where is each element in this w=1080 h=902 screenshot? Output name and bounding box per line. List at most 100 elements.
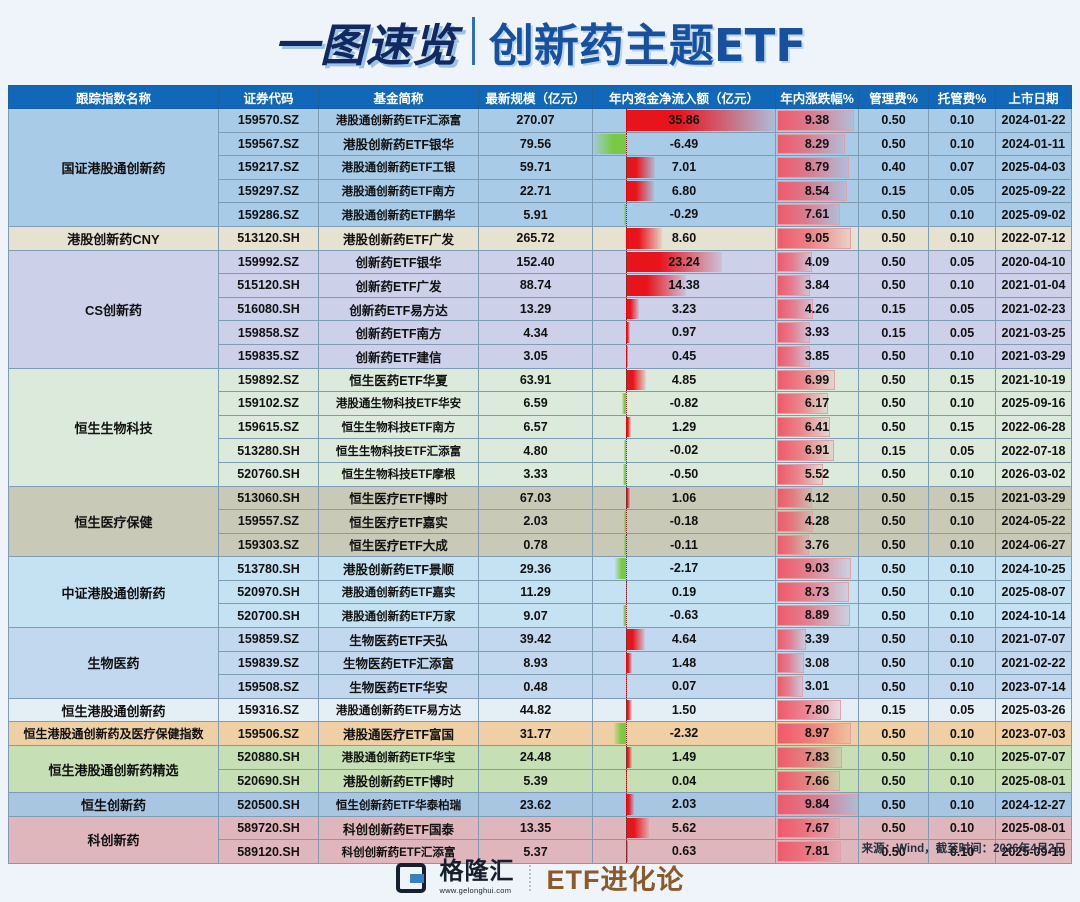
inflow-value: 1.29 bbox=[671, 419, 697, 434]
cell-security-code: 159217.SZ bbox=[218, 155, 319, 180]
cell-management-fee: 0.15 bbox=[858, 320, 929, 345]
source-note: 来源：Wind，截至时间：2026年4月2日 bbox=[861, 843, 1066, 855]
index-group-name: 恒生创新药 bbox=[8, 792, 219, 817]
cell-ytd-change: 7.81 bbox=[775, 839, 859, 864]
cell-management-fee: 0.50 bbox=[858, 815, 929, 841]
cell-listing-date: 2025-04-03 bbox=[995, 155, 1072, 180]
cell-security-code: 513280.SH bbox=[218, 438, 319, 463]
cell-net-inflow: 3.23 bbox=[592, 296, 776, 322]
ytd-change-value: 9.84 bbox=[804, 797, 830, 812]
inflow-zero-axis bbox=[625, 534, 628, 556]
table-row: 恒生生物科技 159892.SZ 恒生医药ETF华夏 63.91 4.85 6.99 0.5… bbox=[8, 367, 1072, 487]
cell-net-inflow: 2.03 bbox=[592, 792, 776, 817]
cell-custody-fee: 0.10 bbox=[928, 225, 996, 251]
ytd-change-value: 8.79 bbox=[804, 160, 830, 175]
cell-net-inflow: 4.64 bbox=[592, 627, 776, 652]
cell-fund-name: 港股创新药ETF广发 bbox=[318, 225, 479, 251]
table-row: 恒生港股通创新药 159316.SZ 港股通创新药ETF易方达 44.82 1.50 7.… bbox=[8, 697, 1072, 723]
cell-listing-date: 2025-09-22 bbox=[995, 178, 1072, 204]
cell-security-code: 513120.SH bbox=[218, 225, 319, 251]
page-header: 一图速览 创新药主题ETF bbox=[0, 0, 1080, 82]
cell-latest-scale: 4.80 bbox=[478, 438, 593, 463]
cell-management-fee: 0.50 bbox=[858, 579, 929, 605]
cell-listing-date: 2020-04-10 bbox=[995, 249, 1072, 275]
cell-custody-fee: 0.10 bbox=[928, 343, 996, 369]
ytd-change-value: 8.97 bbox=[804, 726, 830, 741]
cell-net-inflow: -0.11 bbox=[592, 532, 776, 558]
cell-management-fee: 0.50 bbox=[858, 721, 929, 747]
cell-fund-name: 港股通创新药ETF万家 bbox=[318, 603, 479, 629]
cell-management-fee: 0.50 bbox=[858, 414, 929, 440]
ytd-change-value: 6.41 bbox=[804, 419, 830, 434]
cell-net-inflow: 1.29 bbox=[592, 414, 776, 440]
cell-net-inflow: 8.60 bbox=[592, 225, 776, 251]
inflow-zero-axis bbox=[625, 321, 628, 344]
cell-fund-name: 创新药ETF银华 bbox=[318, 249, 479, 275]
inflow-zero-axis bbox=[625, 722, 628, 745]
cell-latest-scale: 22.71 bbox=[478, 178, 593, 204]
cell-management-fee: 0.50 bbox=[858, 768, 929, 794]
inflow-zero-axis bbox=[625, 203, 628, 226]
cell-listing-date: 2024-01-11 bbox=[995, 131, 1072, 157]
cell-fund-name: 港股创新药ETF银华 bbox=[318, 131, 479, 157]
inflow-zero-axis bbox=[625, 557, 628, 580]
cell-net-inflow: 1.50 bbox=[592, 697, 776, 723]
cell-security-code: 513780.SH bbox=[218, 556, 319, 581]
inflow-zero-axis bbox=[625, 416, 628, 438]
ytd-change-value: 7.81 bbox=[804, 844, 830, 859]
cell-custody-fee: 0.10 bbox=[928, 579, 996, 605]
cell-custody-fee: 0.10 bbox=[928, 108, 996, 133]
cell-custody-fee: 0.05 bbox=[928, 320, 996, 345]
cell-management-fee: 0.50 bbox=[858, 485, 929, 511]
cell-security-code: 159567.SZ bbox=[218, 131, 319, 157]
cell-listing-date: 2022-06-28 bbox=[995, 414, 1072, 440]
cell-latest-scale: 44.82 bbox=[478, 697, 593, 723]
table-row: 159835.SZ 创新药ETF建信 3.05 0.45 3.85 0.50 0.10 202… bbox=[9, 343, 1072, 369]
inflow-value: 1.48 bbox=[671, 655, 697, 670]
cell-fund-name: 港股通创新药ETF鹏华 bbox=[318, 202, 479, 227]
cell-fund-name: 恒生医疗ETF嘉实 bbox=[318, 509, 479, 534]
logo-divider bbox=[528, 864, 533, 891]
cell-security-code: 589120.SH bbox=[218, 839, 319, 864]
cell-security-code: 159297.SZ bbox=[218, 178, 319, 204]
cell-custody-fee: 0.10 bbox=[928, 839, 996, 864]
col-header-mgmt-fee: 管理费% bbox=[858, 85, 929, 109]
cell-custody-fee: 0.10 bbox=[928, 721, 996, 747]
inflow-value: 23.24 bbox=[668, 254, 700, 269]
cell-management-fee: 0.50 bbox=[858, 367, 929, 393]
inflow-value: 0.19 bbox=[671, 584, 697, 599]
cell-net-inflow: 1.06 bbox=[592, 485, 776, 511]
cell-latest-scale: 5.39 bbox=[478, 768, 593, 794]
inflow-value: 8.60 bbox=[671, 230, 697, 245]
cell-fund-name: 港股通生物科技ETF华安 bbox=[318, 391, 479, 416]
cell-custody-fee: 0.10 bbox=[928, 815, 996, 841]
cell-latest-scale: 2.03 bbox=[478, 509, 593, 534]
cell-listing-date: 2021-02-23 bbox=[995, 296, 1072, 322]
inflow-value: 0.45 bbox=[671, 348, 697, 363]
cell-ytd-change: 8.54 bbox=[775, 178, 859, 204]
cell-custody-fee: 0.10 bbox=[928, 532, 996, 558]
cell-fund-name: 恒生生物科技ETF汇添富 bbox=[318, 438, 479, 463]
cell-management-fee: 0.50 bbox=[858, 509, 929, 534]
page-title: 一图速览 bbox=[273, 18, 458, 72]
cell-ytd-change: 7.80 bbox=[775, 697, 859, 723]
cell-security-code: 520690.SH bbox=[218, 768, 319, 794]
inflow-value: 1.49 bbox=[671, 750, 697, 765]
ytd-change-value: 4.26 bbox=[804, 301, 830, 316]
inflow-value: 14.38 bbox=[668, 278, 700, 293]
index-group-name: 国证港股通创新药 bbox=[8, 108, 219, 227]
ytd-change-value: 5.52 bbox=[804, 466, 830, 481]
inflow-value: -2.17 bbox=[669, 561, 699, 576]
cell-net-inflow: 35.86 bbox=[592, 108, 776, 133]
inflow-zero-axis bbox=[625, 227, 628, 250]
cell-security-code: 159570.SZ bbox=[218, 108, 319, 133]
cell-fund-name: 港股通创新药ETF汇添富 bbox=[318, 108, 479, 133]
cell-net-inflow: 0.04 bbox=[592, 768, 776, 794]
inflow-zero-axis bbox=[625, 392, 628, 415]
cell-listing-date: 2025-08-01 bbox=[995, 815, 1072, 841]
cell-ytd-change: 8.97 bbox=[775, 721, 859, 747]
cell-ytd-change: 7.67 bbox=[775, 815, 859, 841]
col-header-index-name: 跟踪指数名称 bbox=[8, 85, 219, 109]
cell-net-inflow: 7.01 bbox=[592, 155, 776, 180]
ytd-change-value: 9.03 bbox=[804, 561, 830, 576]
